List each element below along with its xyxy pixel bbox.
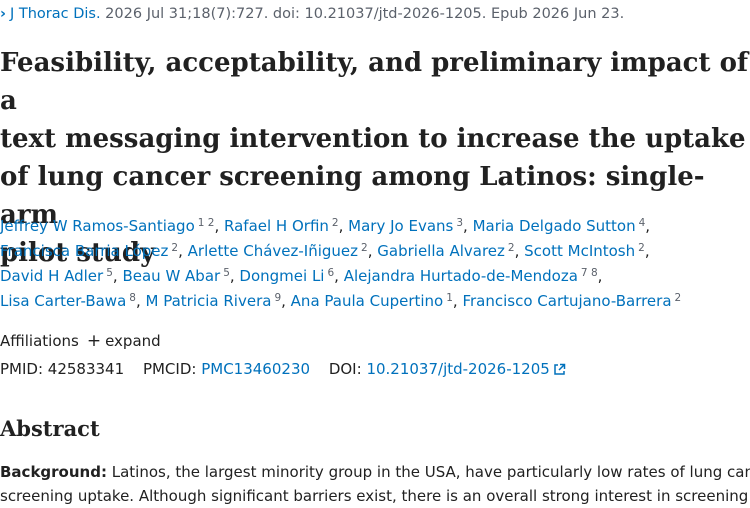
author-link[interactable]: Rafael H Orfin — [224, 217, 329, 235]
title-line: pilot study — [0, 238, 156, 268]
author-link[interactable]: Maria Delgado Sutton — [472, 217, 636, 235]
author-link[interactable]: Dongmei Li — [239, 267, 325, 285]
affiliation-ref[interactable]: 1 2 — [197, 217, 215, 229]
affiliation-ref[interactable]: 2 — [674, 292, 682, 304]
author-link[interactable]: M Patricia Rivera — [145, 292, 272, 310]
journal-link[interactable]: J Thorac Dis. — [9, 6, 101, 22]
external-link-icon[interactable] — [553, 363, 566, 376]
citation-details: 2026 Jul 31;18(7):727. doi: 10.21037/jtd… — [100, 6, 625, 22]
background-label: Background: — [0, 463, 107, 481]
affiliation-ref[interactable]: 2 — [507, 242, 515, 254]
affiliation-ref[interactable]: 9 — [274, 292, 282, 304]
affiliation-ref[interactable]: 2 — [331, 217, 339, 229]
author-link[interactable]: David H Adler — [0, 267, 104, 285]
affiliations-label: Affiliations — [0, 332, 79, 350]
doi-link[interactable]: 10.21037/jtd-2026-1205 — [366, 360, 550, 378]
affiliation-ref[interactable]: 5 — [223, 267, 230, 279]
affiliation-ref[interactable]: 8 — [129, 292, 136, 304]
citation-line: › J Thorac Dis. 2026 Jul 31;18(7):727. do… — [0, 4, 624, 24]
affiliation-ref[interactable]: 1 — [446, 292, 453, 304]
plus-icon: + — [86, 331, 102, 351]
expand-label: expand — [105, 332, 161, 350]
author-link[interactable]: Francisco Cartujano-Barrera — [462, 292, 672, 310]
author-link[interactable]: Gabriella Alvarez — [377, 242, 505, 260]
author-link[interactable]: Jeffrey W Ramos-Santiago — [0, 217, 195, 235]
abstract-line: Latinos, the largest minority group in t… — [111, 463, 750, 481]
title-line: text messaging intervention to increase … — [0, 124, 746, 154]
pmid-value: 42583341 — [47, 360, 125, 378]
affiliation-ref[interactable]: 7 8 — [580, 267, 598, 279]
affiliation-ref[interactable]: 2 — [171, 242, 179, 254]
title-line: of lung cancer screening among Latinos: … — [0, 162, 705, 230]
affiliations-toggle[interactable]: Affiliations + expand — [0, 330, 161, 352]
pmcid-label: PMCID: — [142, 360, 197, 378]
identifiers-line: PMID: 42583341 PMCID: PMC13460230 DOI: 1… — [0, 358, 566, 380]
pmid-label: PMID: — [0, 360, 44, 378]
author-link[interactable]: Scott McIntosh — [524, 242, 636, 260]
author-link[interactable]: Alejandra Hurtado-de-Mendoza — [343, 267, 578, 285]
affiliation-ref[interactable]: 2 — [638, 242, 645, 254]
author-link[interactable]: Lisa Carter-Bawa — [0, 292, 127, 310]
abstract-body: Background: Latinos, the largest minorit… — [0, 460, 750, 508]
affiliation-ref[interactable]: 5 — [106, 267, 113, 279]
affiliation-ref[interactable]: 6 — [327, 267, 335, 279]
author-link[interactable]: Mary Jo Evans — [348, 217, 454, 235]
pmcid-link[interactable]: PMC13460230 — [201, 360, 311, 378]
abstract-heading: Abstract — [0, 416, 100, 441]
article-title: Feasibility, acceptability, and prelimin… — [0, 44, 750, 272]
affiliation-ref[interactable]: 2 — [361, 242, 368, 254]
affiliation-ref[interactable]: 3 — [456, 217, 464, 229]
doi-label: DOI: — [328, 360, 362, 378]
author-link[interactable]: Ana Paula Cupertino — [290, 292, 444, 310]
author-link[interactable]: Beau W Abar — [122, 267, 221, 285]
author-list: Jeffrey W Ramos-Santiago 1 2, Rafael H Or… — [0, 217, 682, 310]
affiliation-ref[interactable]: 4 — [638, 217, 646, 229]
abstract-line: screening uptake. Although significant b… — [0, 487, 749, 505]
author-link[interactable]: Arlette Chávez-Iñiguez — [187, 242, 359, 260]
author-link[interactable]: Francisca Barria López — [0, 242, 169, 260]
title-line: Feasibility, acceptability, and prelimin… — [0, 48, 749, 116]
chevron-right-icon[interactable]: › — [0, 6, 6, 22]
